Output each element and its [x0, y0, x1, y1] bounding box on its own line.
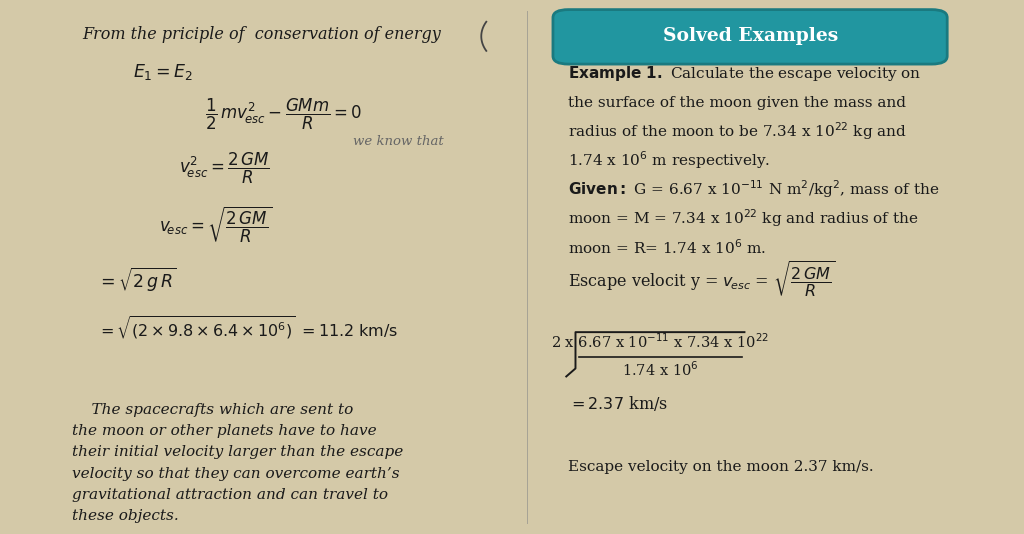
- Text: 2 x 6.67 x 10$^{-11}$ x 7.34 x 10$^{22}$: 2 x 6.67 x 10$^{-11}$ x 7.34 x 10$^{22}$: [552, 332, 769, 351]
- Text: $v^2_{\!esc} = \dfrac{2\,GM}{R}$: $v^2_{\!esc} = \dfrac{2\,GM}{R}$: [179, 151, 270, 186]
- Text: the surface of the moon given the mass and: the surface of the moon given the mass a…: [568, 96, 906, 109]
- Text: Escape velocity on the moon 2.37 km/s.: Escape velocity on the moon 2.37 km/s.: [568, 460, 873, 474]
- Text: moon = M = 7.34 x 10$^{22}$ kg and radius of the: moon = M = 7.34 x 10$^{22}$ kg and radiu…: [568, 208, 919, 229]
- Text: $= 2.37$ km/s: $= 2.37$ km/s: [568, 394, 669, 413]
- FancyBboxPatch shape: [553, 10, 947, 64]
- Text: $\mathbf{Given:}$ G = 6.67 x 10$^{-11}$ N m$^2$/kg$^2$, mass of the: $\mathbf{Given:}$ G = 6.67 x 10$^{-11}$ …: [568, 179, 940, 200]
- Text: $\mathbf{Example\ 1.}$ Calculate the escape velocity on: $\mathbf{Example\ 1.}$ Calculate the esc…: [568, 64, 922, 83]
- Text: From the priciple of  conservation of energy: From the priciple of conservation of ene…: [82, 26, 440, 43]
- Text: $= \sqrt{(2 \times 9.8 \times 6.4 \times 10^6)}\ = 11.2\ \mathrm{km/s}$: $= \sqrt{(2 \times 9.8 \times 6.4 \times…: [97, 315, 398, 342]
- Text: we know that: we know that: [353, 135, 444, 148]
- Text: The spacecrafts which are sent to
the moon or other planets have to have
their i: The spacecrafts which are sent to the mo…: [72, 403, 402, 523]
- Text: 1.74 x 10$^6$: 1.74 x 10$^6$: [623, 360, 698, 379]
- Text: $v_{\!esc} = \sqrt{\dfrac{2\,GM}{R}}$: $v_{\!esc} = \sqrt{\dfrac{2\,GM}{R}}$: [159, 204, 272, 245]
- Text: Solved Examples: Solved Examples: [663, 27, 839, 45]
- Text: radius of the moon to be 7.34 x 10$^{22}$ kg and: radius of the moon to be 7.34 x 10$^{22}…: [568, 121, 907, 142]
- Text: 1.74 x 10$^6$ m respectively.: 1.74 x 10$^6$ m respectively.: [568, 150, 770, 171]
- Text: $E_1 = E_2$: $E_1 = E_2$: [133, 62, 194, 82]
- Text: $= \sqrt{2\,g\,R}$: $= \sqrt{2\,g\,R}$: [97, 266, 177, 294]
- Text: moon = R= 1.74 x 10$^6$ m.: moon = R= 1.74 x 10$^6$ m.: [568, 238, 766, 257]
- Text: $\dfrac{1}{2}\,mv^2_{\!esc} - \dfrac{GMm}{R} = 0$: $\dfrac{1}{2}\,mv^2_{\!esc} - \dfrac{GMm…: [205, 97, 362, 132]
- Text: Escape velocit y = $v_{\!esc}$ = $\sqrt{\dfrac{2\,GM}{R}}$: Escape velocit y = $v_{\!esc}$ = $\sqrt{…: [568, 261, 836, 300]
